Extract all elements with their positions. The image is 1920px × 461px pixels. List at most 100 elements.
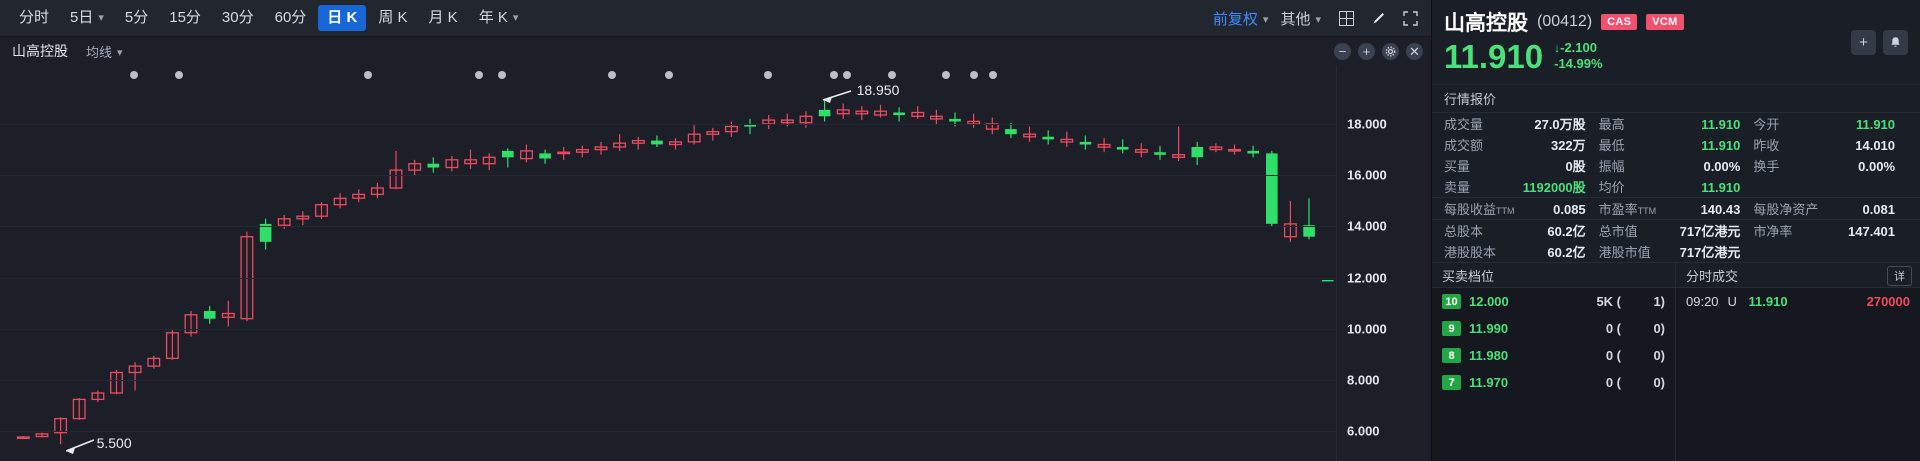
- quote-row: 卖量 1192000股 均价 11.910: [1432, 176, 1920, 197]
- orderbook-count: 0): [1653, 348, 1665, 363]
- event-dot[interactable]: [887, 71, 896, 79]
- high-price-annotation: 18.950: [856, 81, 900, 98]
- period-tab-8[interactable]: 月 K: [420, 5, 467, 31]
- y-axis-tick: 6.000: [1347, 423, 1380, 439]
- gridline: [0, 175, 1337, 177]
- gridline: [0, 277, 1337, 279]
- period-tab-3[interactable]: 15分: [160, 5, 210, 31]
- quote-section-title: 行情报价: [1432, 85, 1920, 113]
- quote-cell: 市净率 147.401: [1753, 221, 1908, 240]
- ticks-rows: 09:20 U 11.910 270000: [1676, 288, 1920, 315]
- event-dot[interactable]: [829, 71, 838, 79]
- chart-plot-area[interactable]: 18.950 5.500 18.000 16.000 14.000 12.000 10.0…: [0, 65, 1431, 461]
- bell-icon[interactable]: [1883, 30, 1908, 55]
- other-selector[interactable]: 其他 ▾: [1274, 4, 1327, 33]
- quote-label: 市盈率TTM: [1598, 202, 1657, 217]
- gear-icon[interactable]: [1382, 42, 1399, 60]
- orderbook-row[interactable]: 7 11.970 0 (0): [1432, 369, 1675, 396]
- quote-cell: 振幅 0.00%: [1599, 156, 1754, 175]
- period-tab-2[interactable]: 5分: [116, 5, 157, 31]
- orderbook-row[interactable]: 10 12.000 5K (1): [1432, 288, 1675, 315]
- event-dot[interactable]: [363, 71, 372, 79]
- ticks-column: 分时成交 详 09:20 U 11.910 270000: [1676, 263, 1920, 461]
- quote-label: 最低: [1598, 138, 1625, 153]
- tick-price: 11.910: [1748, 294, 1788, 309]
- event-dot[interactable]: [498, 71, 507, 79]
- event-dot[interactable]: [608, 71, 617, 79]
- quote-label: 成交量: [1444, 117, 1484, 132]
- event-dot[interactable]: [842, 71, 851, 79]
- period-tab-list: 分时 5日 ▾ 5分 15分 30分 60分 日 K 周 K 月 K 年 K ▾: [10, 5, 530, 32]
- quote-label: 总股本: [1444, 224, 1484, 239]
- event-dot[interactable]: [664, 71, 673, 79]
- period-tab-6[interactable]: 日 K: [318, 5, 367, 31]
- gridline: [0, 226, 1337, 228]
- period-tab-9[interactable]: 年 K ▾: [470, 5, 528, 32]
- orderbook-level-badge: 7: [1442, 375, 1461, 390]
- y-axis-tick: 10.000: [1347, 321, 1387, 337]
- adjust-selector[interactable]: 前复权 ▾: [1207, 4, 1275, 33]
- quote-cell: 换手 0.00%: [1753, 156, 1908, 175]
- tick-volume: 270000: [1866, 294, 1910, 309]
- quote-cell: 港股股本 60.2亿: [1444, 242, 1599, 261]
- quote-table-fundamentals: 每股收益TTM 0.085 市盈率TTM 140.43 每股净资产 0.081: [1432, 198, 1920, 220]
- quote-value: 717亿港元: [1679, 224, 1741, 239]
- quote-cell: 昨收 14.010: [1753, 135, 1908, 154]
- brush-icon[interactable]: [1365, 6, 1391, 32]
- add-icon[interactable]: +: [1851, 30, 1876, 55]
- orderbook-quantity: 5K (: [1596, 294, 1621, 309]
- quote-value: 14.010: [1855, 138, 1896, 153]
- orderbook-count: 1): [1653, 294, 1665, 309]
- chevron-down-icon: ▾: [1262, 14, 1269, 26]
- quote-label: 今开: [1753, 117, 1780, 132]
- quote-value: 0.00%: [1703, 159, 1741, 174]
- detail-button[interactable]: 详: [1887, 266, 1912, 286]
- quote-value: 140.43: [1700, 202, 1741, 217]
- quote-label: 港股市值: [1598, 245, 1651, 260]
- candlestick-plot[interactable]: 18.950 5.500: [0, 65, 1337, 461]
- other-label: 其他: [1280, 11, 1311, 28]
- price-change-abs: ↓-2.100: [1554, 40, 1597, 55]
- y-axis-tick: 18.000: [1347, 116, 1387, 132]
- quote-cell: 成交额 322万: [1444, 135, 1599, 154]
- event-dot[interactable]: [764, 71, 773, 79]
- grid-icon[interactable]: [1333, 6, 1359, 32]
- period-tab-4[interactable]: 30分: [213, 5, 263, 31]
- quote-cell: 市盈率TTM 140.43: [1599, 199, 1754, 218]
- close-icon[interactable]: ✕: [1406, 42, 1423, 60]
- quote-row: 每股收益TTM 0.085 市盈率TTM 140.43 每股净资产 0.081: [1432, 198, 1920, 219]
- status-badge-cas: CAS: [1601, 14, 1638, 30]
- candles-svg: [16, 99, 1334, 445]
- period-tab-label: 年 K: [478, 8, 508, 26]
- ticks-title: 分时成交: [1686, 268, 1739, 284]
- quote-header: 山高控股 (00412) CAS VCM 11.910 ↓-2.100 -14.…: [1432, 0, 1920, 85]
- period-tab-0[interactable]: 分时: [10, 5, 58, 31]
- event-dot[interactable]: [474, 71, 483, 79]
- event-dot[interactable]: [969, 71, 978, 79]
- period-tab-7[interactable]: 周 K: [369, 5, 416, 31]
- quote-value: 11.910: [1701, 117, 1741, 132]
- quote-label: 均价: [1598, 180, 1625, 195]
- event-dot[interactable]: [175, 71, 184, 79]
- fullscreen-icon[interactable]: [1397, 6, 1423, 32]
- minus-icon[interactable]: −: [1334, 42, 1351, 60]
- quote-value: 60.2亿: [1547, 245, 1586, 260]
- plus-icon[interactable]: +: [1358, 42, 1375, 60]
- quote-value: 0.081: [1862, 202, 1896, 217]
- period-tab-1[interactable]: 5日 ▾: [61, 5, 113, 32]
- quote-row: 买量 0股 振幅 0.00% 换手 0.00%: [1432, 155, 1920, 176]
- indicator-selector[interactable]: 均线 ▾: [86, 42, 123, 61]
- period-tab-5[interactable]: 60分: [266, 5, 316, 31]
- arrow-down-icon: ↓: [1554, 41, 1561, 55]
- quote-header-buttons: +: [1851, 30, 1908, 55]
- gridline: [0, 431, 1337, 433]
- orderbook-row[interactable]: 8 11.980 0 (0): [1432, 342, 1675, 369]
- orderbook-row[interactable]: 9 11.990 0 (0): [1432, 315, 1675, 342]
- event-dot[interactable]: [989, 71, 998, 79]
- event-dot[interactable]: [129, 71, 138, 79]
- quote-label: 港股股本: [1444, 245, 1497, 260]
- event-dot[interactable]: [941, 71, 950, 79]
- quote-value: 0.00%: [1858, 159, 1896, 174]
- tick-row[interactable]: 09:20 U 11.910 270000: [1676, 288, 1920, 315]
- chart-controls: − + ✕: [1334, 37, 1423, 65]
